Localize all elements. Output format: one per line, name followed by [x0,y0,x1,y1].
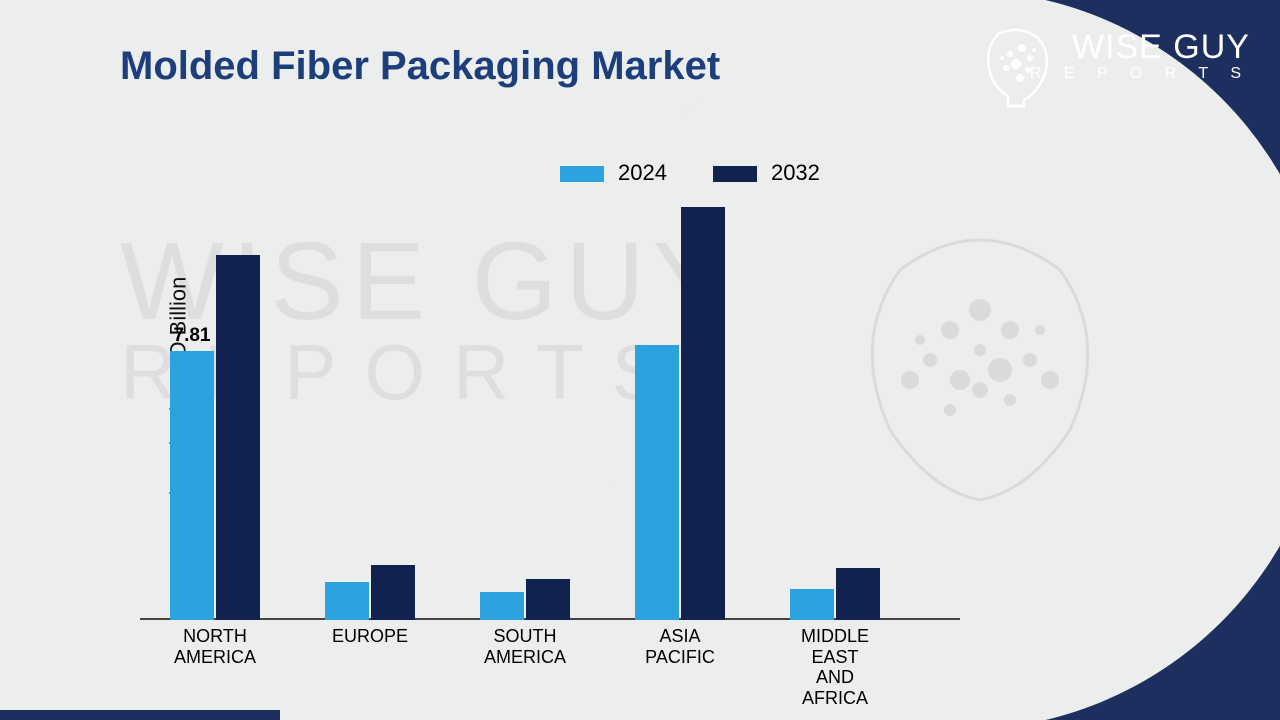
bar [635,345,679,620]
x-axis-category-label: ASIA PACIFIC [645,626,715,667]
bar [790,589,834,620]
plot-area: 7.81NORTH AMERICA EUROPE SOUTH AMERICA ASIA… [140,190,960,620]
brand-line2: R E P O R T S [1030,65,1250,83]
bottom-accent-bar [0,710,280,720]
legend-item-2024: 2024 [560,160,667,186]
brand-logo-text: WISE GUY R E P O R T S [1030,28,1250,83]
bar-group: EUROPE [315,565,425,620]
legend-swatch-2024 [560,166,604,182]
bar [526,579,570,620]
bar-value-label: 7.81 [174,325,211,347]
bar-group: MIDDLE EAST AND AFRICA [780,568,890,620]
x-axis-category-label: SOUTH AMERICA [484,626,566,667]
legend-label-2024: 2024 [618,160,667,185]
bar [216,255,260,620]
bar [681,207,725,620]
bar [836,568,880,620]
bar-group: SOUTH AMERICA [470,579,580,620]
x-axis-category-label: NORTH AMERICA [174,626,256,667]
bar-group: 7.81NORTH AMERICA [160,255,270,620]
legend-item-2032: 2032 [713,160,820,186]
chart-canvas: WISE GUY R E P O R T S Molded Fiber Pack… [0,0,1280,720]
bar-chart: Market Size in USD Billion 7.81NORTH AME… [100,190,960,620]
brand-line1: WISE GUY [1030,28,1250,67]
x-axis-category-label: MIDDLE EAST AND AFRICA [801,626,869,709]
bar [480,592,524,620]
legend-label-2032: 2032 [771,160,820,185]
bar-group: ASIA PACIFIC [625,207,735,620]
chart-title: Molded Fiber Packaging Market [120,44,720,89]
x-axis-category-label: EUROPE [332,626,408,647]
legend: 2024 2032 [560,160,820,186]
legend-swatch-2032 [713,166,757,182]
bar [371,565,415,620]
bar: 7.81 [170,351,214,620]
bar [325,582,369,620]
